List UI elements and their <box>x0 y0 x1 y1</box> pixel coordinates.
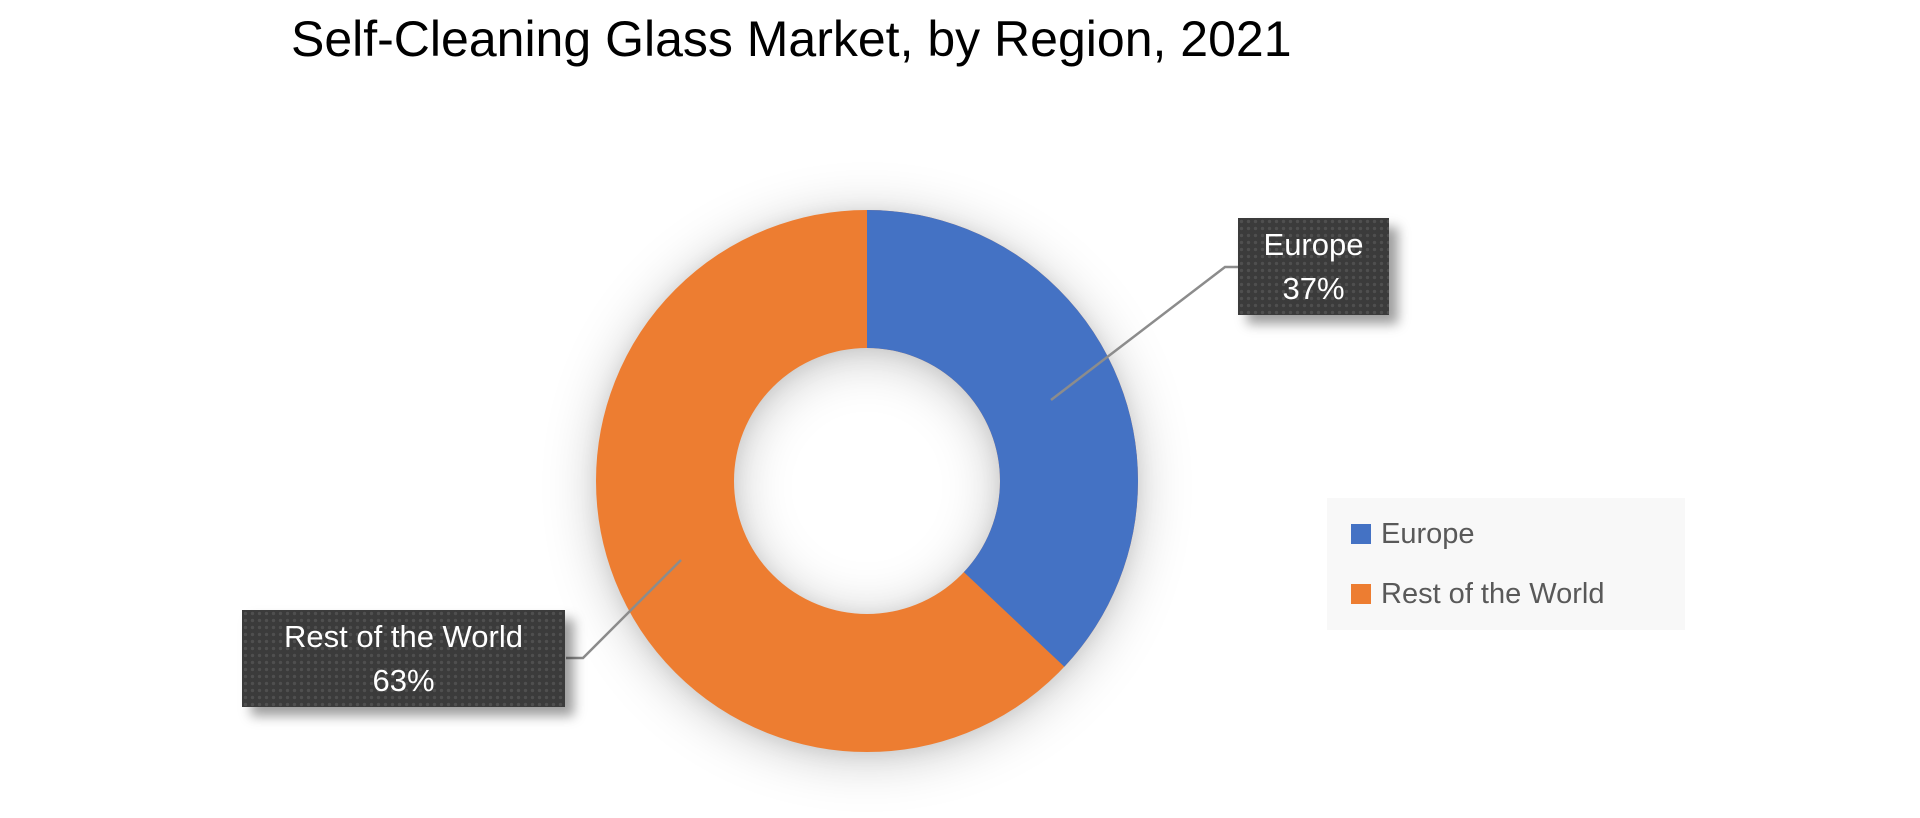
legend-label-europe: Europe <box>1381 517 1475 550</box>
chart-legend: Europe Rest of the World <box>1327 498 1685 630</box>
legend-item-europe: Europe <box>1351 517 1685 551</box>
callout-europe: Europe 37% <box>1238 218 1389 315</box>
callout-rest-value: 63% <box>372 662 435 698</box>
leader-line-europe <box>1050 265 1239 401</box>
leader-line-rest-of-the-world <box>566 559 682 660</box>
callout-rest-of-the-world: Rest of the World 63% <box>242 610 565 707</box>
donut-ring <box>596 210 1138 752</box>
legend-label-rest-of-the-world: Rest of the World <box>1381 577 1605 610</box>
legend-swatch-europe <box>1351 524 1371 544</box>
legend-swatch-rest-of-the-world <box>1351 584 1371 604</box>
callout-europe-value: 37% <box>1282 270 1345 306</box>
callout-europe-name: Europe <box>1263 227 1364 263</box>
legend-item-rest-of-the-world: Rest of the World <box>1351 577 1685 611</box>
chart-title: Self-Cleaning Glass Market, by Region, 2… <box>291 11 1292 67</box>
callout-rest-name: Rest of the World <box>284 619 523 655</box>
slice-europe <box>596 210 1138 752</box>
